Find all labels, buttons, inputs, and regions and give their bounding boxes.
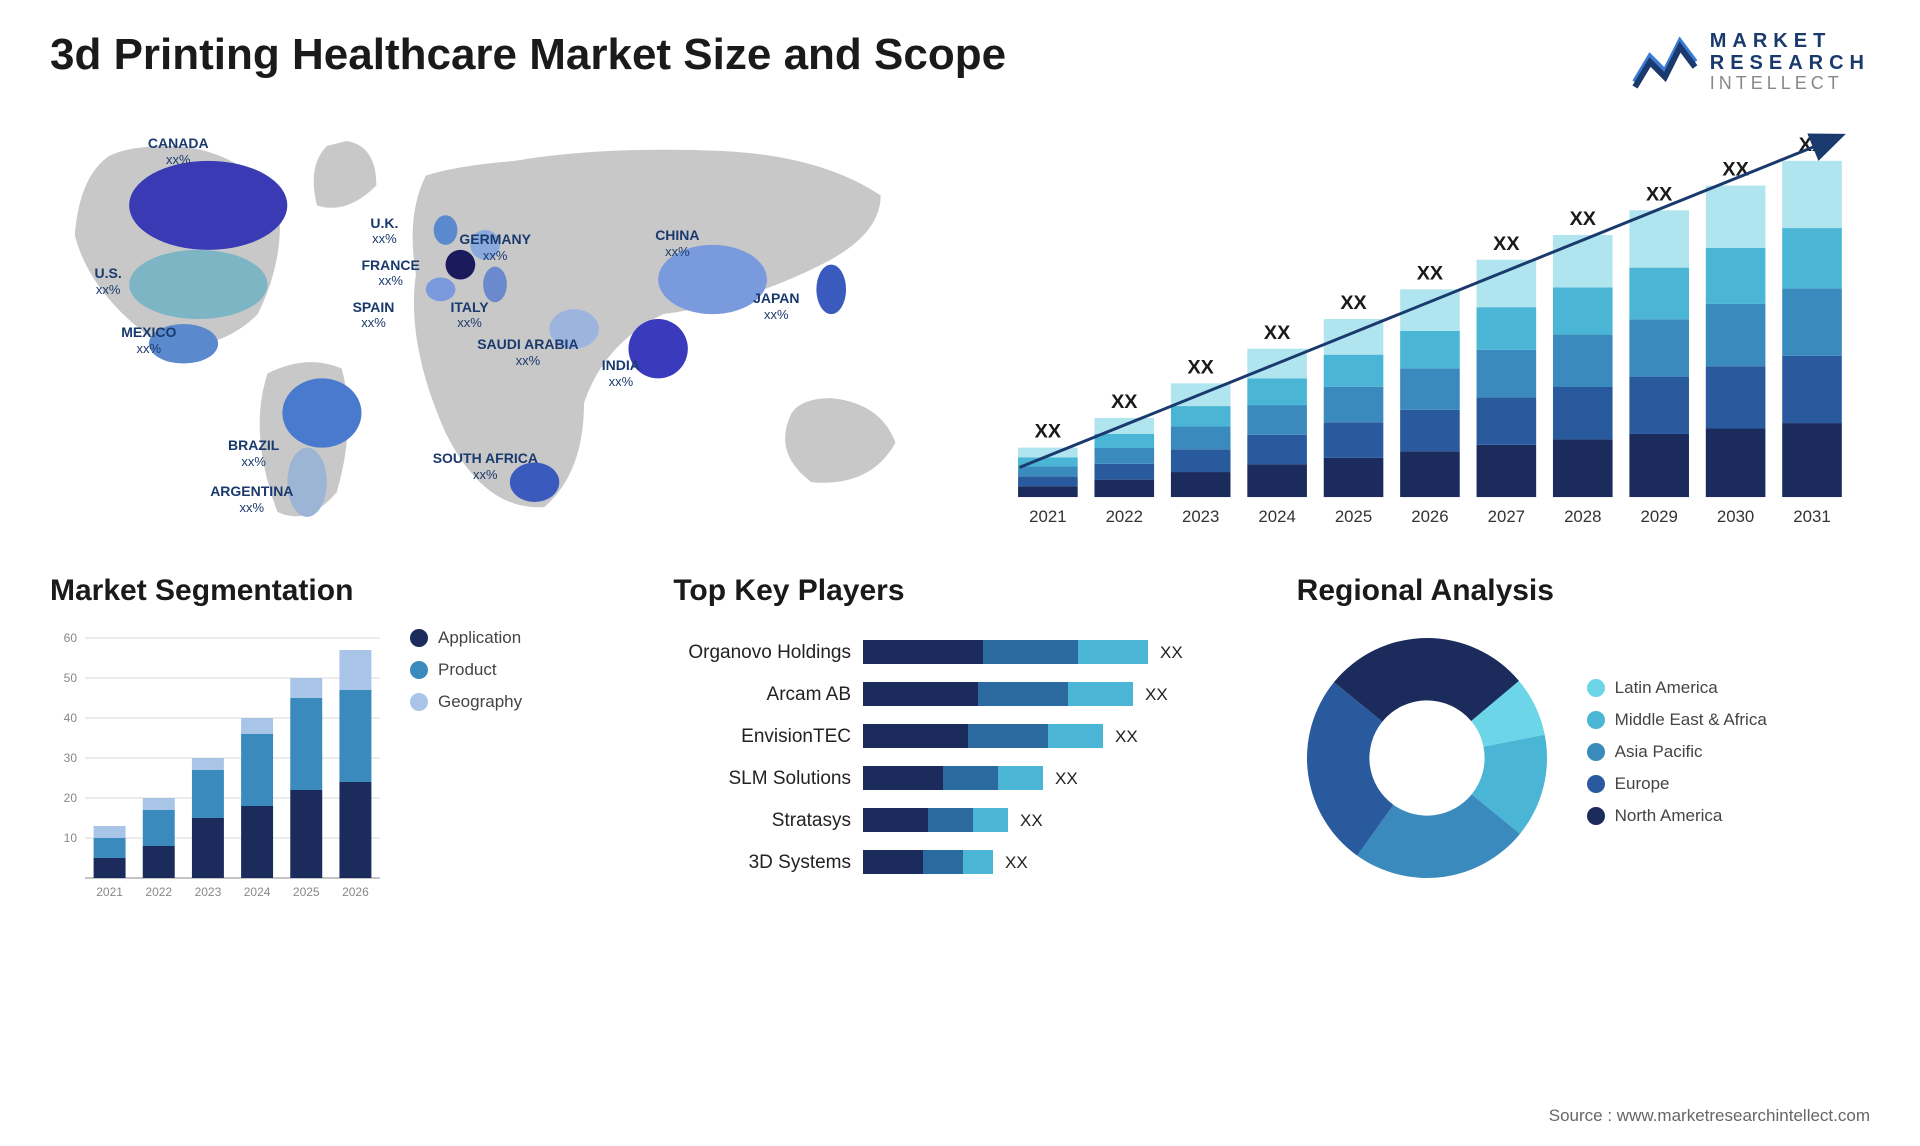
- svg-text:XX: XX: [1020, 811, 1043, 830]
- svg-text:2023: 2023: [1182, 507, 1219, 526]
- title-row: 3d Printing Healthcare Market Size and S…: [50, 30, 1870, 94]
- bottom-section: Market Segmentation 10 20 30 40 50 60 2021 2022…: [50, 574, 1870, 913]
- svg-text:XX: XX: [1493, 233, 1520, 255]
- svg-text:XX: XX: [1035, 421, 1062, 443]
- svg-text:30: 30: [64, 751, 78, 765]
- svg-text:EnvisionTEC: EnvisionTEC: [742, 726, 852, 747]
- svg-text:2027: 2027: [1488, 507, 1525, 526]
- map-label-u-k-: U.K.xx%: [370, 215, 398, 247]
- regional-legend-item: Europe: [1587, 774, 1767, 794]
- regional-legend: Latin America Middle East & Africa Asia Pa…: [1587, 678, 1767, 838]
- segmentation-legend-item: Product: [410, 660, 522, 680]
- svg-text:2026: 2026: [1411, 507, 1448, 526]
- world-map: CANADAxx% U.S.xx% MEXICOxx% BRAZILxx% ARGENT…: [50, 114, 940, 534]
- svg-text:XX: XX: [1145, 685, 1168, 704]
- regional-legend-item: Middle East & Africa: [1587, 710, 1767, 730]
- map-label-india: INDIAxx%: [602, 357, 640, 389]
- regional-donut-chart: [1297, 628, 1557, 888]
- svg-text:XX: XX: [1111, 391, 1138, 413]
- svg-text:40: 40: [64, 711, 78, 725]
- svg-text:Organovo Holdings: Organovo Holdings: [689, 642, 852, 663]
- segmentation-legend-item: Application: [410, 628, 522, 648]
- logo-line-1: MARKET: [1710, 30, 1870, 52]
- map-label-germany: GERMANYxx%: [459, 231, 531, 263]
- source-attribution: Source : www.marketresearchintellect.com: [1549, 1106, 1870, 1126]
- map-label-japan: JAPANxx%: [753, 290, 799, 322]
- top-section: CANADAxx% U.S.xx% MEXICOxx% BRAZILxx% ARGENT…: [50, 114, 1870, 534]
- svg-text:2022: 2022: [1106, 507, 1143, 526]
- logo-line-2: RESEARCH: [1710, 52, 1870, 74]
- segmentation-legend-item: Geography: [410, 692, 522, 712]
- forecast-chart: XX 2021 XX 2022 XX 2023 XX 2024 XX 2025 XX 2026 XX 20…: [980, 114, 1870, 534]
- key-players-title: Top Key Players: [673, 574, 1246, 608]
- svg-text:10: 10: [64, 831, 78, 845]
- map-label-canada: CANADAxx%: [148, 135, 209, 167]
- regional-panel: Regional Analysis Latin America Middle Ea…: [1297, 574, 1870, 913]
- segmentation-chart: 10 20 30 40 50 60 2021 2022 2023 2024 2025 2026: [50, 628, 390, 908]
- svg-text:2025: 2025: [1335, 507, 1372, 526]
- svg-text:XX: XX: [1646, 183, 1673, 205]
- svg-text:2022: 2022: [145, 885, 172, 899]
- svg-text:2026: 2026: [342, 885, 369, 899]
- svg-text:XX: XX: [1570, 208, 1597, 230]
- segmentation-legend: Application Product Geography: [410, 628, 522, 724]
- logo-text: MARKET RESEARCH INTELLECT: [1710, 30, 1870, 94]
- svg-text:3D Systems: 3D Systems: [749, 852, 851, 873]
- map-label-u-s-: U.S.xx%: [95, 265, 122, 297]
- svg-text:2024: 2024: [1258, 507, 1295, 526]
- svg-text:2031: 2031: [1793, 507, 1830, 526]
- regional-legend-item: North America: [1587, 806, 1767, 826]
- map-label-spain: SPAINxx%: [353, 299, 395, 331]
- regional-title: Regional Analysis: [1297, 574, 1870, 608]
- regional-legend-item: Asia Pacific: [1587, 742, 1767, 762]
- map-label-south-africa: SOUTH AFRICAxx%: [433, 450, 538, 482]
- svg-text:Arcam AB: Arcam AB: [767, 684, 851, 705]
- map-label-brazil: BRAZILxx%: [228, 437, 279, 469]
- key-players-panel: Top Key Players Organovo Holdings XX Arcam…: [673, 574, 1246, 913]
- logo-icon: [1630, 32, 1700, 92]
- svg-text:2030: 2030: [1717, 507, 1754, 526]
- map-label-china: CHINAxx%: [655, 227, 699, 259]
- svg-text:XX: XX: [1417, 262, 1444, 284]
- svg-text:2024: 2024: [244, 885, 271, 899]
- svg-text:XX: XX: [1160, 643, 1183, 662]
- segmentation-title: Market Segmentation: [50, 574, 623, 608]
- svg-text:2028: 2028: [1564, 507, 1601, 526]
- svg-text:XX: XX: [1188, 356, 1215, 378]
- regional-legend-item: Latin America: [1587, 678, 1767, 698]
- svg-text:SLM Solutions: SLM Solutions: [729, 768, 852, 789]
- forecast-chart-svg: XX 2021 XX 2022 XX 2023 XX 2024 XX 2025 XX 2026 XX 20…: [980, 114, 1870, 534]
- brand-logo: MARKET RESEARCH INTELLECT: [1630, 30, 1870, 94]
- svg-text:2023: 2023: [195, 885, 222, 899]
- map-label-saudi-arabia: SAUDI ARABIAxx%: [477, 336, 578, 368]
- svg-text:XX: XX: [1115, 727, 1138, 746]
- svg-text:Stratasys: Stratasys: [772, 810, 851, 831]
- svg-text:XX: XX: [1340, 292, 1367, 314]
- svg-text:XX: XX: [1264, 322, 1291, 344]
- page-title: 3d Printing Healthcare Market Size and S…: [50, 30, 1006, 80]
- map-label-italy: ITALYxx%: [451, 299, 489, 331]
- svg-text:2025: 2025: [293, 885, 320, 899]
- map-label-mexico: MEXICOxx%: [121, 324, 176, 356]
- svg-text:2029: 2029: [1640, 507, 1677, 526]
- svg-text:2021: 2021: [96, 885, 123, 899]
- logo-line-3: INTELLECT: [1710, 74, 1870, 94]
- svg-text:2021: 2021: [1029, 507, 1066, 526]
- segmentation-panel: Market Segmentation 10 20 30 40 50 60 2021 2022…: [50, 574, 623, 913]
- map-label-france: FRANCExx%: [362, 257, 420, 289]
- map-label-argentina: ARGENTINAxx%: [210, 483, 293, 515]
- svg-text:XX: XX: [1005, 853, 1028, 872]
- svg-text:60: 60: [64, 631, 78, 645]
- svg-text:20: 20: [64, 791, 78, 805]
- key-players-chart: Organovo Holdings XX Arcam AB XX EnvisionTEC…: [673, 628, 1233, 908]
- svg-text:50: 50: [64, 671, 78, 685]
- svg-text:XX: XX: [1055, 769, 1078, 788]
